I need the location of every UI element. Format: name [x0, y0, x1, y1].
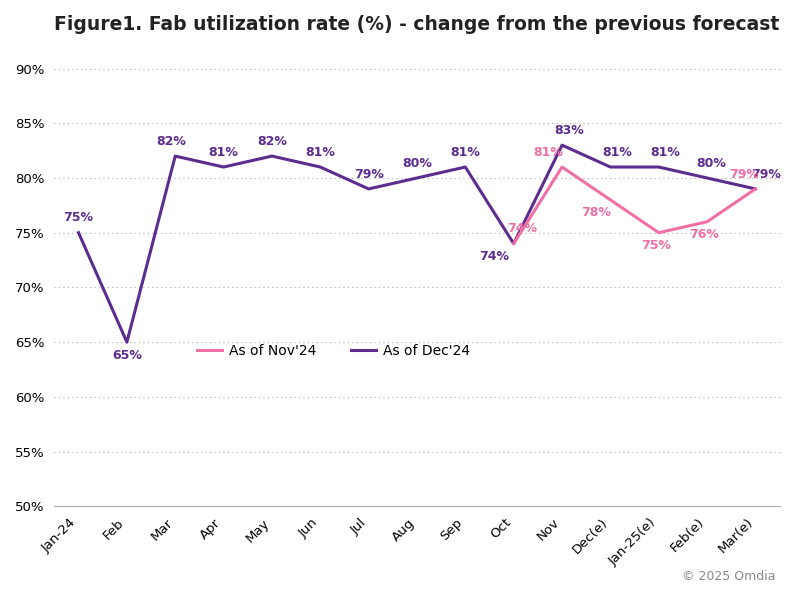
- Text: 76%: 76%: [690, 228, 719, 241]
- Text: 79%: 79%: [354, 168, 383, 181]
- Text: 80%: 80%: [402, 157, 432, 170]
- Text: 75%: 75%: [641, 239, 671, 252]
- Text: 65%: 65%: [112, 349, 142, 362]
- Text: 82%: 82%: [156, 135, 186, 148]
- Text: 78%: 78%: [582, 206, 611, 219]
- Text: 83%: 83%: [554, 124, 584, 137]
- Text: 81%: 81%: [650, 145, 681, 158]
- Text: 81%: 81%: [602, 145, 632, 158]
- Text: 74%: 74%: [507, 222, 537, 235]
- Text: 74%: 74%: [479, 250, 510, 263]
- Legend: As of Nov'24, As of Dec'24: As of Nov'24, As of Dec'24: [192, 339, 476, 363]
- Text: 75%: 75%: [63, 211, 94, 224]
- Text: Figure1. Fab utilization rate (%) - change from the previous forecast: Figure1. Fab utilization rate (%) - chan…: [54, 15, 779, 34]
- Text: 79%: 79%: [730, 168, 759, 181]
- Text: 82%: 82%: [257, 135, 287, 148]
- Text: 79%: 79%: [752, 168, 782, 181]
- Text: 80%: 80%: [696, 157, 726, 170]
- Text: 81%: 81%: [306, 145, 335, 158]
- Text: © 2025 Omdia: © 2025 Omdia: [682, 570, 776, 583]
- Text: 81%: 81%: [450, 145, 480, 158]
- Text: 81%: 81%: [209, 145, 238, 158]
- Text: 81%: 81%: [534, 145, 563, 158]
